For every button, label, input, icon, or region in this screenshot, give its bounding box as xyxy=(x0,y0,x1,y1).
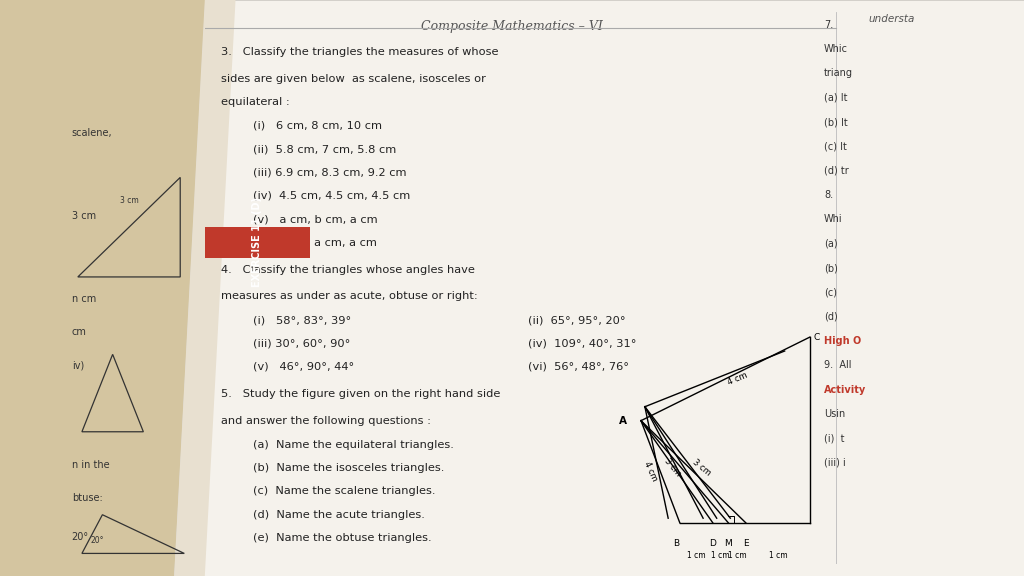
Text: and answer the following questions :: and answer the following questions : xyxy=(221,416,431,426)
Text: equilateral :: equilateral : xyxy=(221,97,290,107)
Text: n in the: n in the xyxy=(72,460,110,470)
Text: (iv)  109°, 40°, 31°: (iv) 109°, 40°, 31° xyxy=(528,339,637,348)
Text: 1 cm: 1 cm xyxy=(712,551,730,560)
Text: (iii) 6.9 cm, 8.3 cm, 9.2 cm: (iii) 6.9 cm, 8.3 cm, 9.2 cm xyxy=(253,168,407,177)
Text: (d) tr: (d) tr xyxy=(824,166,849,176)
Text: measures as under as acute, obtuse or right:: measures as under as acute, obtuse or ri… xyxy=(221,291,478,301)
Text: (b) It: (b) It xyxy=(824,117,848,127)
Text: 1 cm: 1 cm xyxy=(728,551,746,560)
Text: 1 cm: 1 cm xyxy=(687,551,706,560)
Text: (vi)  a cm, a cm, a cm: (vi) a cm, a cm, a cm xyxy=(253,237,377,248)
Text: 3 cm: 3 cm xyxy=(663,456,683,478)
Text: 3 cm: 3 cm xyxy=(690,457,712,477)
Text: 7.: 7. xyxy=(824,20,834,30)
Text: (v)   a cm, b cm, a cm: (v) a cm, b cm, a cm xyxy=(253,214,378,224)
Text: sides are given below  as scalene, isosceles or: sides are given below as scalene, isosce… xyxy=(221,74,485,84)
Polygon shape xyxy=(174,0,236,576)
FancyBboxPatch shape xyxy=(205,227,310,257)
Text: 5.   Study the figure given on the right hand side: 5. Study the figure given on the right h… xyxy=(221,389,501,399)
Text: (vi)  56°, 48°, 76°: (vi) 56°, 48°, 76° xyxy=(528,362,630,372)
Text: iv): iv) xyxy=(72,361,84,370)
Text: (i)   6 cm, 8 cm, 10 cm: (i) 6 cm, 8 cm, 10 cm xyxy=(253,121,382,131)
Text: (c): (c) xyxy=(824,287,837,297)
Text: EXERCISE 11 (D): EXERCISE 11 (D) xyxy=(252,198,262,287)
Text: n cm: n cm xyxy=(72,294,96,304)
Text: 8.: 8. xyxy=(824,190,834,200)
Text: A: A xyxy=(620,416,628,426)
Text: (e)  Name the obtuse triangles.: (e) Name the obtuse triangles. xyxy=(253,533,432,543)
Text: 4.   Classify the triangles whose angles have: 4. Classify the triangles whose angles h… xyxy=(221,265,475,275)
Text: (iii) i: (iii) i xyxy=(824,458,846,468)
Text: (iv)  4.5 cm, 4.5 cm, 4.5 cm: (iv) 4.5 cm, 4.5 cm, 4.5 cm xyxy=(253,191,411,201)
Text: understa: understa xyxy=(868,14,914,24)
Text: Whic: Whic xyxy=(824,44,848,54)
Text: (b)  Name the isosceles triangles.: (b) Name the isosceles triangles. xyxy=(253,463,444,473)
Text: B: B xyxy=(673,539,679,548)
Text: 3 cm: 3 cm xyxy=(72,211,96,221)
Text: (d)  Name the acute triangles.: (d) Name the acute triangles. xyxy=(253,510,425,520)
Text: (i)  t: (i) t xyxy=(824,433,845,444)
Text: C: C xyxy=(814,332,820,342)
Text: 20°: 20° xyxy=(90,536,103,545)
Text: btuse:: btuse: xyxy=(72,493,102,503)
Text: triang: triang xyxy=(824,69,853,78)
Text: (a)  Name the equilateral triangles.: (a) Name the equilateral triangles. xyxy=(253,439,455,450)
Text: (c)  Name the scalene triangles.: (c) Name the scalene triangles. xyxy=(253,487,436,497)
Text: 1 cm: 1 cm xyxy=(769,551,787,560)
Text: E: E xyxy=(743,539,749,548)
Text: scalene,: scalene, xyxy=(72,128,113,138)
Text: (ii)  65°, 95°, 20°: (ii) 65°, 95°, 20° xyxy=(528,315,626,325)
Text: High O: High O xyxy=(824,336,861,346)
Text: (a) It: (a) It xyxy=(824,93,848,103)
Text: Usin: Usin xyxy=(824,409,846,419)
Text: (d): (d) xyxy=(824,312,838,322)
Text: D: D xyxy=(710,539,716,548)
Text: (c) It: (c) It xyxy=(824,142,847,151)
Text: 4 cm: 4 cm xyxy=(726,371,749,387)
Text: Composite Mathematics – VI: Composite Mathematics – VI xyxy=(421,20,603,33)
Text: 4 cm: 4 cm xyxy=(642,461,659,483)
Text: (iii) 30°, 60°, 90°: (iii) 30°, 60°, 90° xyxy=(253,339,350,348)
Text: (a): (a) xyxy=(824,239,838,249)
Text: M: M xyxy=(725,539,732,548)
Text: (b): (b) xyxy=(824,263,838,273)
Polygon shape xyxy=(174,0,1024,576)
Text: Activity: Activity xyxy=(824,385,866,395)
Text: 3.   Classify the triangles the measures of whose: 3. Classify the triangles the measures o… xyxy=(221,47,499,58)
Text: (i)   58°, 83°, 39°: (i) 58°, 83°, 39° xyxy=(253,315,351,325)
Text: (v)   46°, 90°, 44°: (v) 46°, 90°, 44° xyxy=(253,362,354,372)
Text: Whi: Whi xyxy=(824,214,843,225)
Text: 20°: 20° xyxy=(72,532,89,542)
Text: cm: cm xyxy=(72,327,87,337)
Text: 3 cm: 3 cm xyxy=(120,196,138,205)
Text: 9.  All: 9. All xyxy=(824,361,852,370)
Text: (ii)  5.8 cm, 7 cm, 5.8 cm: (ii) 5.8 cm, 7 cm, 5.8 cm xyxy=(253,144,396,154)
